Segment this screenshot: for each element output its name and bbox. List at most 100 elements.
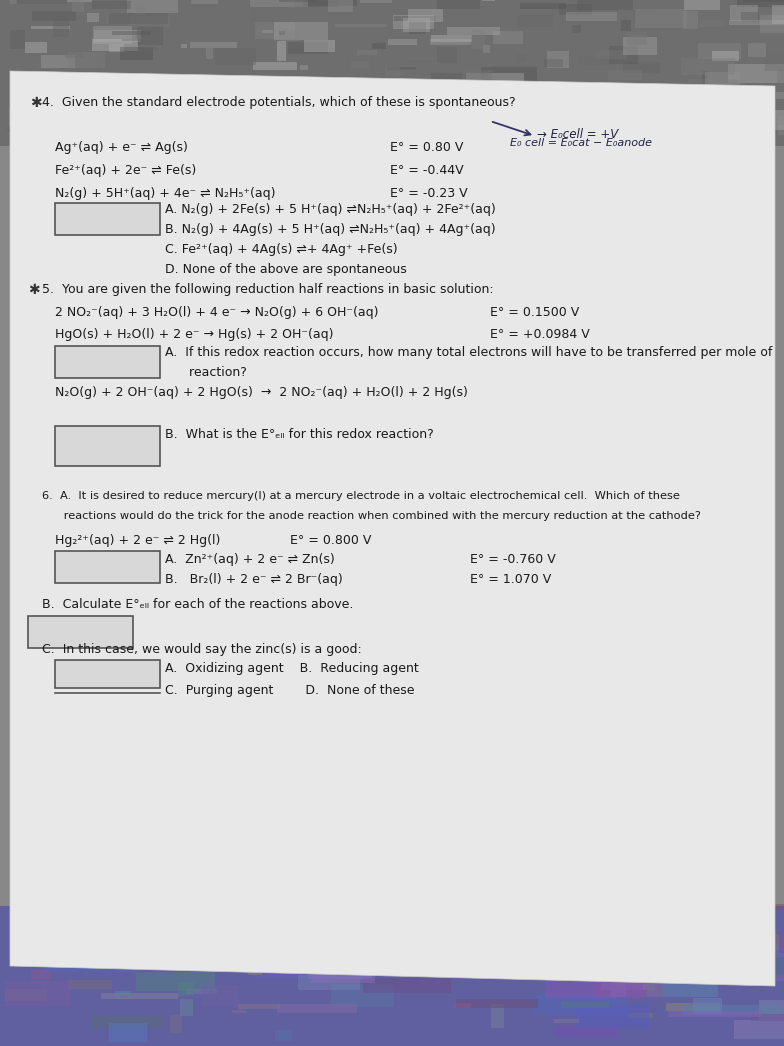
Bar xyxy=(662,911,724,933)
Bar xyxy=(187,990,216,994)
Bar xyxy=(5,988,48,1001)
Bar xyxy=(660,120,709,126)
Bar xyxy=(142,918,196,927)
Bar xyxy=(157,947,173,951)
Polygon shape xyxy=(10,71,775,986)
Bar xyxy=(577,0,633,9)
Bar xyxy=(128,0,178,13)
Bar xyxy=(70,919,92,940)
Bar xyxy=(681,59,735,75)
Bar xyxy=(684,1005,782,1016)
Bar xyxy=(329,948,375,957)
Bar xyxy=(87,14,99,22)
Text: B.  Calculate E°ₑₗₗ for each of the reactions above.: B. Calculate E°ₑₗₗ for each of the react… xyxy=(42,598,354,611)
Text: E° = 1.070 V: E° = 1.070 V xyxy=(470,573,551,586)
Text: Hg₂²⁺(aq) + 2 e⁻ ⇌ 2 Hg(l): Hg₂²⁺(aq) + 2 e⁻ ⇌ 2 Hg(l) xyxy=(55,535,220,547)
Bar xyxy=(546,994,621,999)
Bar xyxy=(632,952,646,969)
Bar xyxy=(439,106,454,123)
Bar xyxy=(31,971,50,979)
Bar xyxy=(706,120,727,139)
Bar xyxy=(328,0,354,13)
Bar xyxy=(615,105,649,117)
Bar xyxy=(363,978,451,993)
Bar xyxy=(700,20,724,26)
Bar xyxy=(250,6,256,23)
Bar xyxy=(307,970,372,979)
Bar xyxy=(693,998,722,1014)
Bar xyxy=(572,25,581,33)
Text: A.  If this redox reaction occurs, how many total electrons will have to be tran: A. If this redox reaction occurs, how ma… xyxy=(165,346,772,359)
Bar xyxy=(521,3,565,9)
Bar xyxy=(93,39,138,51)
Bar xyxy=(579,55,617,65)
Bar xyxy=(20,71,71,91)
Text: C.  In this case, we would say the zinc(s) is a good:: C. In this case, we would say the zinc(s… xyxy=(42,643,361,656)
Bar xyxy=(412,931,431,947)
Bar xyxy=(503,115,517,134)
Bar xyxy=(418,134,441,138)
Bar xyxy=(552,113,564,115)
Bar xyxy=(24,42,47,53)
Bar xyxy=(547,51,569,68)
Bar xyxy=(112,31,151,35)
Bar xyxy=(666,1003,720,1011)
Bar xyxy=(172,929,190,951)
Bar xyxy=(72,0,85,13)
Bar xyxy=(623,62,660,72)
Bar xyxy=(279,0,318,2)
Bar xyxy=(7,129,49,131)
Text: B. N₂(g) + 4Ag(s) + 5 H⁺(aq) ⇌N₂H₅⁺(aq) + 4Ag⁺(aq): B. N₂(g) + 4Ag(s) + 5 H⁺(aq) ⇌N₂H₅⁺(aq) … xyxy=(165,223,495,236)
Bar xyxy=(92,1016,164,1028)
Bar xyxy=(163,130,178,142)
Bar xyxy=(772,5,784,23)
Bar xyxy=(73,2,128,15)
Bar xyxy=(267,112,323,130)
Bar xyxy=(325,122,385,134)
Bar xyxy=(601,973,655,990)
Bar xyxy=(119,892,213,907)
Bar xyxy=(423,908,492,923)
Text: N₂O(g) + 2 OH⁻(aq) + 2 HgO(s)  →  2 NO₂⁻(aq) + H₂O(l) + 2 Hg(s): N₂O(g) + 2 OH⁻(aq) + 2 HgO(s) → 2 NO₂⁻(a… xyxy=(55,386,468,399)
Bar xyxy=(32,10,75,21)
Bar xyxy=(423,917,443,937)
Text: C. Fe²⁺(aq) + 4Ag(s) ⇌+ 4Ag⁺ +Fe(s): C. Fe²⁺(aq) + 4Ag(s) ⇌+ 4Ag⁺ +Fe(s) xyxy=(165,243,397,256)
Bar xyxy=(463,70,492,89)
Bar xyxy=(554,901,579,916)
Bar xyxy=(681,924,762,933)
Bar xyxy=(622,38,657,55)
Bar xyxy=(68,52,105,68)
Bar xyxy=(24,132,74,140)
Bar xyxy=(779,934,784,953)
Bar xyxy=(754,101,784,109)
Bar xyxy=(485,918,510,940)
Bar xyxy=(503,123,541,142)
Text: D. None of the above are spontaneous: D. None of the above are spontaneous xyxy=(165,263,407,276)
Bar xyxy=(735,105,744,119)
Bar xyxy=(161,101,215,104)
Bar xyxy=(102,900,198,922)
Bar xyxy=(250,0,307,7)
Bar xyxy=(213,139,269,143)
Bar xyxy=(712,100,725,111)
Bar xyxy=(596,49,627,59)
Bar xyxy=(609,46,637,65)
Bar xyxy=(563,905,575,912)
Bar xyxy=(262,30,273,33)
Bar xyxy=(205,48,213,60)
Bar xyxy=(120,105,134,110)
Bar xyxy=(426,122,474,126)
Bar xyxy=(480,117,501,126)
Bar xyxy=(55,346,160,378)
Bar xyxy=(215,48,256,65)
Bar xyxy=(403,19,430,31)
Bar xyxy=(254,959,333,978)
Bar xyxy=(706,71,740,90)
Bar xyxy=(760,15,784,32)
Bar xyxy=(307,938,361,962)
Bar xyxy=(331,984,394,1007)
Bar xyxy=(575,1004,649,1027)
Bar xyxy=(779,116,784,135)
Bar xyxy=(386,67,400,76)
Bar xyxy=(722,120,742,137)
